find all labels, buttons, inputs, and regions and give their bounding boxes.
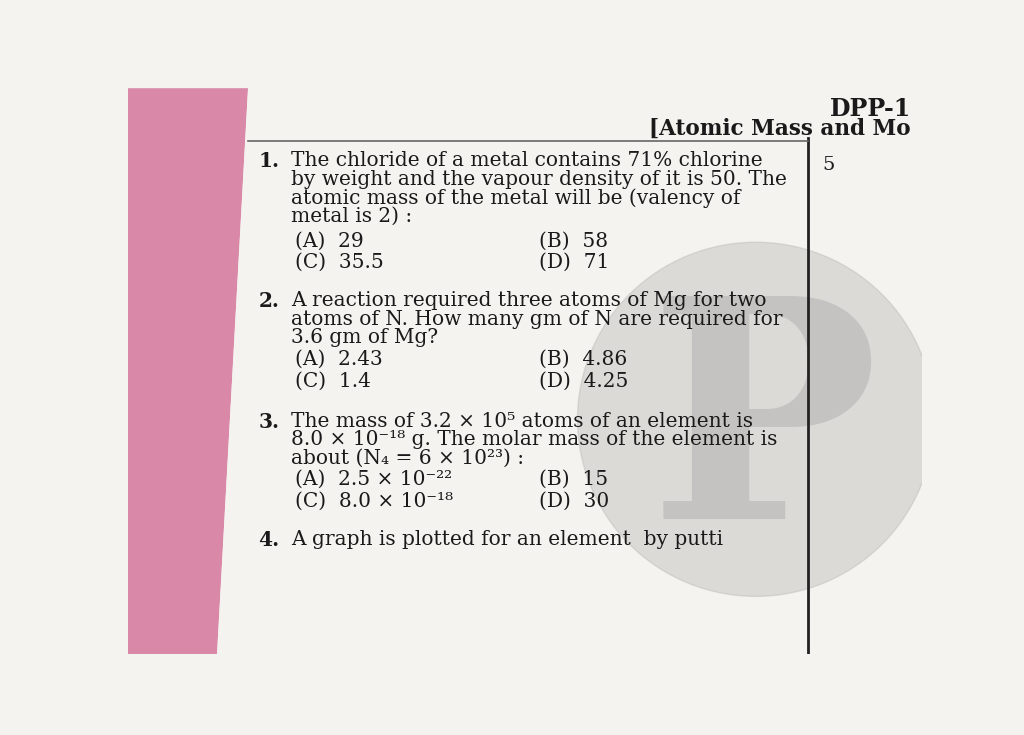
Text: 2.: 2. — [258, 292, 280, 312]
Text: atomic mass of the metal will be (valency of: atomic mass of the metal will be (valenc… — [291, 188, 740, 208]
Text: by weight and the vapour density of it is 50. The: by weight and the vapour density of it i… — [291, 170, 786, 189]
Text: (A)  29: (A) 29 — [295, 232, 364, 251]
Text: (C)  8.0 × 10⁻¹⁸: (C) 8.0 × 10⁻¹⁸ — [295, 492, 453, 511]
Text: (A)  2.43: (A) 2.43 — [295, 350, 382, 369]
Text: 5: 5 — [822, 156, 835, 174]
Text: (D)  71: (D) 71 — [539, 253, 609, 272]
Text: 8.0 × 10⁻¹⁸ g. The molar mass of the element is: 8.0 × 10⁻¹⁸ g. The molar mass of the ele… — [291, 430, 777, 449]
Text: 4.: 4. — [258, 530, 280, 551]
Text: (A)  2.5 × 10⁻²²: (A) 2.5 × 10⁻²² — [295, 470, 452, 489]
Text: (D)  30: (D) 30 — [539, 492, 609, 511]
Text: A graph is plotted for an element  by putti: A graph is plotted for an element by put… — [291, 530, 723, 549]
Text: (C)  1.4: (C) 1.4 — [295, 372, 371, 390]
Text: [Atomic Mass and Mo: [Atomic Mass and Mo — [649, 118, 910, 140]
Text: A reaction required three atoms of Mg for two: A reaction required three atoms of Mg fo… — [291, 292, 766, 310]
Text: 3.6 gm of Mg?: 3.6 gm of Mg? — [291, 329, 438, 348]
Polygon shape — [217, 88, 922, 654]
Text: (B)  4.86: (B) 4.86 — [539, 350, 627, 369]
Polygon shape — [128, 88, 248, 654]
Text: (B)  15: (B) 15 — [539, 470, 608, 489]
Text: (C)  35.5: (C) 35.5 — [295, 253, 383, 272]
Text: 3.: 3. — [258, 412, 280, 431]
Text: about (N₄ = 6 × 10²³) :: about (N₄ = 6 × 10²³) : — [291, 448, 524, 467]
Text: P: P — [648, 287, 879, 583]
Text: (D)  4.25: (D) 4.25 — [539, 372, 628, 390]
Text: The chloride of a metal contains 71% chlorine: The chloride of a metal contains 71% chl… — [291, 151, 763, 171]
Text: DPP-1: DPP-1 — [829, 98, 910, 121]
Text: (B)  58: (B) 58 — [539, 232, 608, 251]
Text: atoms of N. How many gm of N are required for: atoms of N. How many gm of N are require… — [291, 310, 782, 329]
Circle shape — [578, 243, 934, 596]
Text: 1.: 1. — [258, 151, 280, 171]
Text: The mass of 3.2 × 10⁵ atoms of an element is: The mass of 3.2 × 10⁵ atoms of an elemen… — [291, 412, 753, 431]
Text: metal is 2) :: metal is 2) : — [291, 207, 412, 226]
